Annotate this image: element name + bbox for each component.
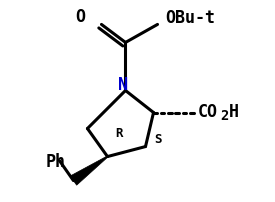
Text: 2: 2 [221,108,229,122]
Text: Ph: Ph [45,152,65,170]
Text: CO: CO [197,102,218,120]
Text: N: N [119,76,128,94]
Text: H: H [229,102,239,120]
Text: OBu-t: OBu-t [166,9,216,27]
Text: S: S [154,132,161,145]
Polygon shape [70,156,108,185]
Text: O: O [75,8,86,26]
Text: R: R [116,126,123,139]
